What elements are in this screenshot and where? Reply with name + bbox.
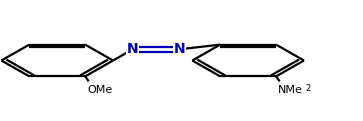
Text: N: N bbox=[127, 42, 139, 56]
Text: 2: 2 bbox=[305, 84, 310, 93]
Text: OMe: OMe bbox=[87, 85, 112, 95]
Text: NMe: NMe bbox=[278, 85, 303, 95]
Text: N: N bbox=[174, 42, 185, 56]
